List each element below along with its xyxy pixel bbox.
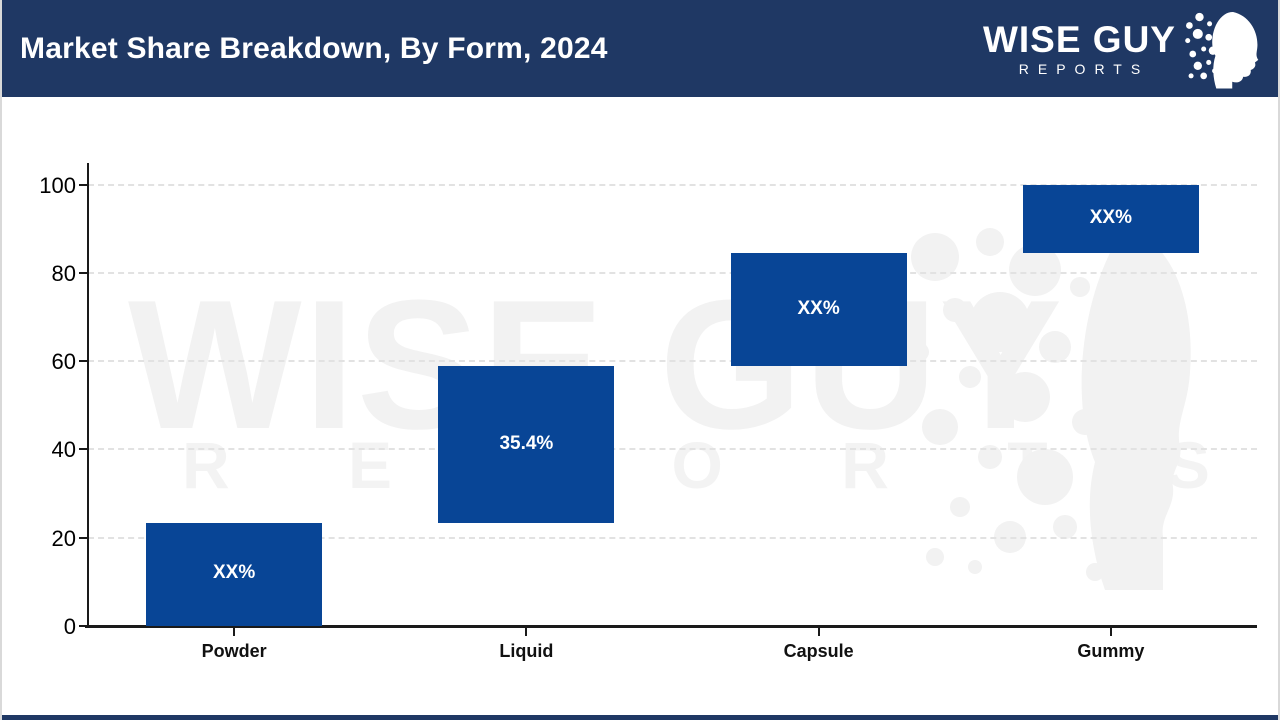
x-category-label-capsule: Capsule bbox=[783, 641, 854, 661]
y-gridline-80 bbox=[88, 271, 1257, 274]
watermark-head-dots-graphic bbox=[911, 227, 1191, 590]
y-tick-mark-80 bbox=[79, 271, 87, 274]
bar-liquid bbox=[438, 366, 615, 523]
bar-value-label-powder: XX% bbox=[213, 562, 256, 584]
bar-gummy bbox=[1022, 184, 1199, 253]
logo-text: WISE GUY REPORTS bbox=[983, 21, 1176, 77]
logo-wordmark: WISE GUY bbox=[982, 18, 1176, 60]
page-title: Market Share Breakdown, By Form, 2024 bbox=[20, 31, 608, 65]
y-gridline-60 bbox=[88, 360, 1257, 363]
x-tick-mark-liquid bbox=[525, 628, 528, 636]
x-category-label-powder: Powder bbox=[201, 641, 267, 661]
y-tick-mark-40 bbox=[79, 448, 87, 451]
header-bar: Market Share Breakdown, By Form, 2024 WI… bbox=[0, 0, 1280, 97]
y-tick-label-0: 0 bbox=[63, 614, 76, 639]
y-tick-label-60: 60 bbox=[51, 349, 76, 375]
y-tick-mark-0 bbox=[79, 625, 87, 627]
y-gridline-100 bbox=[88, 183, 1257, 186]
y-tick-mark-60 bbox=[79, 360, 87, 363]
y-tick-label-20: 20 bbox=[51, 525, 76, 551]
y-tick-mark-100 bbox=[79, 183, 87, 186]
bar-powder bbox=[146, 522, 323, 626]
y-tick-label-100: 100 bbox=[39, 172, 76, 198]
bar-value-label-gummy: XX% bbox=[1089, 206, 1132, 228]
y-tick-label-80: 80 bbox=[51, 260, 76, 286]
x-axis-line bbox=[85, 625, 1257, 628]
y-tick-label-40: 40 bbox=[51, 437, 76, 463]
y-gridline-40 bbox=[88, 448, 1257, 451]
y-tick-mark-20 bbox=[79, 536, 87, 539]
x-category-label-liquid: Liquid bbox=[499, 641, 554, 661]
x-category-label-gummy: Gummy bbox=[1077, 641, 1145, 661]
head-profile-icon bbox=[1185, 11, 1259, 88]
bar-value-label-capsule: XX% bbox=[797, 297, 840, 319]
footer-accent-bar bbox=[0, 715, 1280, 720]
bar-value-label-liquid: 35.4% bbox=[499, 432, 554, 454]
x-tick-mark-powder bbox=[233, 628, 236, 636]
y-axis-line bbox=[87, 163, 89, 627]
x-tick-mark-gummy bbox=[1109, 628, 1112, 636]
logo-subtitle: REPORTS bbox=[1018, 60, 1150, 77]
wise-guy-reports-logo: WISE GUY REPORTS bbox=[983, 7, 1280, 91]
y-gridline-20 bbox=[88, 536, 1257, 539]
x-tick-mark-capsule bbox=[817, 628, 820, 636]
bar-capsule bbox=[730, 253, 907, 367]
